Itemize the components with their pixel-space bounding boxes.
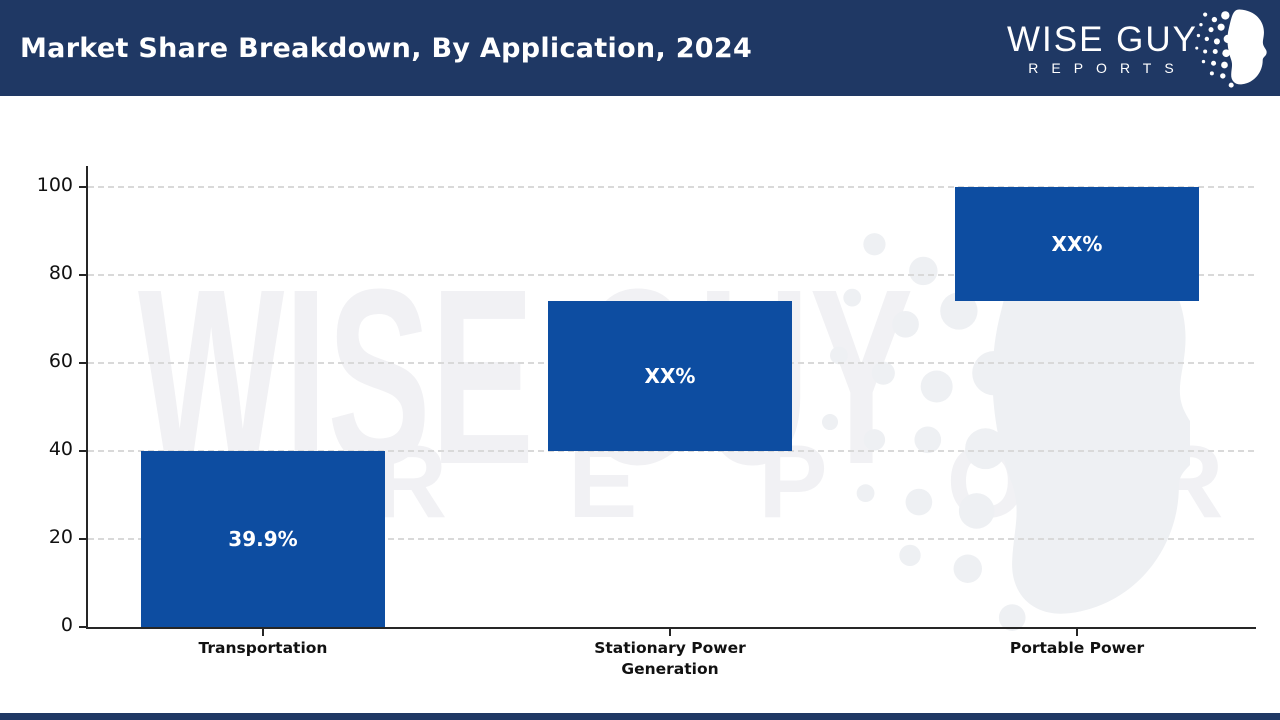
x-axis-tick bbox=[262, 629, 264, 636]
y-axis-tick bbox=[79, 186, 88, 188]
x-axis-tick bbox=[1076, 629, 1078, 636]
y-axis-tick bbox=[79, 450, 88, 452]
x-axis-category-label: Portable Power bbox=[1009, 639, 1145, 657]
watermark-dotted-face bbox=[822, 217, 1190, 631]
brand-logo-text: WISE GUY REPORTS bbox=[1006, 19, 1198, 77]
y-axis-tick-label: 20 bbox=[48, 526, 73, 548]
y-axis-tick-label: 40 bbox=[48, 438, 73, 460]
brand-name: WISE GUY bbox=[1006, 19, 1198, 59]
bar-value-label: XX% bbox=[1051, 232, 1103, 257]
bar-portable-power: XX% bbox=[955, 187, 1199, 302]
header-bar: Market Share Breakdown, By Application, … bbox=[0, 0, 1280, 96]
x-axis-line bbox=[86, 627, 1256, 629]
y-axis-tick bbox=[79, 538, 88, 540]
chart-title: Market Share Breakdown, By Application, … bbox=[20, 32, 753, 64]
bar-value-label: XX% bbox=[644, 364, 696, 389]
y-axis-line bbox=[86, 166, 88, 629]
y-axis-tick bbox=[79, 274, 88, 276]
dotted-face-icon bbox=[1195, 9, 1267, 88]
x-axis-category-label: Stationary Power Generation bbox=[594, 639, 746, 678]
bar-value-label: 39.9% bbox=[228, 527, 298, 552]
gridline bbox=[88, 450, 1254, 452]
x-axis-tick bbox=[669, 629, 671, 636]
bar-stationary-power-generation: XX% bbox=[548, 301, 792, 451]
footer-bar bbox=[0, 713, 1280, 720]
y-axis-tick-label: 0 bbox=[60, 614, 73, 636]
y-axis-tick bbox=[79, 626, 88, 628]
gridline bbox=[88, 186, 1254, 188]
y-axis-tick-label: 80 bbox=[48, 262, 73, 284]
y-axis-tick-label: 60 bbox=[48, 350, 73, 372]
bar-transportation: 39.9% bbox=[141, 451, 385, 627]
brand-logo: WISE GUY REPORTS bbox=[1007, 6, 1270, 92]
brand-subname: REPORTS bbox=[1028, 60, 1187, 77]
x-axis-category-label: Transportation bbox=[198, 639, 328, 657]
y-axis-tick-label: 100 bbox=[36, 174, 73, 196]
gridline bbox=[88, 274, 1254, 276]
gridline bbox=[88, 538, 1254, 540]
y-axis-tick bbox=[79, 362, 88, 364]
